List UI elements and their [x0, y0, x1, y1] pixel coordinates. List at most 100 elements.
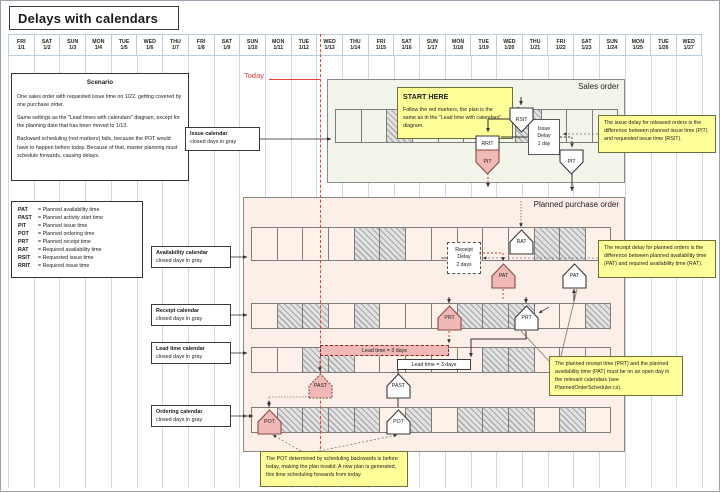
legend-abbr: PAT [18, 207, 28, 213]
issue-delay-box: Issue Delay 1 day [528, 119, 560, 155]
timeline-day-cell: SUN 1/24 [598, 34, 625, 56]
marker-rat: RAT [509, 229, 534, 255]
scenario-heading: Scenario [86, 79, 114, 86]
page-title-text: Delays with calendars [18, 10, 159, 26]
calendar-day-cell [302, 227, 329, 261]
marker-prt-white: PRT [514, 305, 539, 331]
lead-time-calendar-label-title: Lead time calendar [156, 346, 205, 352]
marker-rrit-label: RRIT [481, 140, 494, 147]
marker-past-white-label: PAST [391, 383, 406, 389]
today-label: Today [244, 71, 265, 80]
timeline-day-cell: SAT 1/16 [393, 34, 419, 56]
calendar-day-cell [276, 227, 303, 261]
timeline-day-cell: WED 1/27 [675, 34, 702, 56]
marker-rsit-label: RSIT [515, 117, 528, 123]
timeline-day-dow: FRI [556, 38, 566, 45]
timeline-day-cell: FRI 1/22 [547, 34, 574, 56]
lead-time-calendar-label: Lead time calendar closed days in gray [151, 342, 231, 364]
legend-description: = Planned availability time [38, 207, 100, 213]
timeline-day-cell: FRI 1/8 [187, 34, 214, 56]
timeline-day-date: 1/18 [452, 45, 464, 51]
timeline-day-dow: SAT [41, 38, 53, 45]
timeline-day-date: 1/15 [375, 45, 387, 51]
legend-row: PAST = Planned activity start time [18, 215, 136, 223]
timeline-day-dow: SUN [426, 38, 438, 45]
timeline-day-dow: MON [631, 38, 645, 45]
legend-row: POT = Planned ordering time [18, 231, 136, 239]
timeline-day-dow: FRI [376, 38, 386, 45]
timeline-day-cell: SUN 1/17 [419, 34, 445, 56]
marker-pat-white: PAT [562, 263, 587, 289]
scenario-paragraph-2: Same settings as the "Lead times with ca… [17, 115, 180, 130]
calendar-day-cell [456, 407, 483, 433]
page-title: Delays with calendars [9, 6, 179, 30]
timeline-day-date: 1/13 [324, 45, 335, 51]
availability-calendar-strip [251, 227, 611, 261]
legend-abbr: RSIT [18, 254, 31, 261]
timeline-day-dow: TUE [658, 38, 669, 45]
timeline-day-date: 1/1 [17, 45, 25, 51]
legend-abbr: RRIT [18, 262, 31, 269]
timeline-day-dow: THU [349, 38, 361, 45]
marker-past-white: PAST [386, 373, 411, 399]
calendar-day-cell [328, 303, 354, 329]
marker-pot-white-label: POT [393, 419, 404, 425]
timeline-day-cell: SUN 1/10 [239, 34, 265, 56]
timeline-day-cell: WED 1/6 [136, 34, 163, 56]
calendar-day-cell [584, 303, 611, 329]
marker-pot-red: POT [257, 409, 282, 435]
scenario-paragraph-1: One sales order with requested issue tim… [17, 93, 182, 108]
calendar-day-cell [482, 227, 508, 261]
legend-description: = Planned receipt time [38, 238, 91, 245]
timeline-day-dow: THU [169, 38, 181, 45]
timeline-day-dow: SAT [581, 38, 592, 45]
legend-row: RRIT = Required issue time [18, 263, 136, 271]
gridline [8, 56, 9, 488]
timeline-day-date: 1/22 [555, 45, 566, 51]
timeline-day-date: 1/24 [607, 45, 618, 51]
legend-box: PAT = Planned availability time PAST = Plan… [11, 201, 143, 278]
timeline-day-dow: SUN [67, 38, 79, 45]
timeline-day-date: 1/21 [530, 45, 541, 51]
calendar-day-cell [559, 303, 585, 329]
timeline-day-date: 1/2 [43, 45, 51, 51]
legend-description: = Planned issue time [38, 222, 88, 229]
timeline-day-cell: WED 1/20 [496, 34, 522, 56]
timeline-day-cell: MON 1/18 [444, 34, 471, 56]
scenario-box: Scenario One sales order with requested … [11, 73, 189, 181]
receipt-calendar-label-title: Receipt calendar [156, 308, 200, 314]
marker-past-red: PAST [308, 373, 333, 399]
timeline-day-cell: SAT 1/9 [213, 34, 240, 56]
timeline-day-dow: TUE [298, 38, 310, 45]
receipt-delay-callout: The receipt delay for planned orders is … [598, 240, 716, 278]
legend-row: RSIT = Requested issue time [18, 255, 136, 263]
calendar-day-cell [276, 347, 303, 373]
pot-invalid-callout: The POT determined by scheduling backwar… [260, 451, 408, 487]
marker-pat-red: PAT [491, 263, 516, 289]
ordering-calendar-label-title: Ordering calendar [156, 409, 203, 415]
timeline-day-cell: SUN 1/3 [59, 34, 86, 56]
calendar-day-cell [405, 303, 431, 329]
calendar-day-cell [379, 227, 406, 261]
timeline-day-cell: MON 1/11 [264, 34, 291, 56]
today-leader-line [269, 79, 321, 80]
ordering-calendar-strip [251, 407, 611, 433]
timeline-day-dow: THU [529, 38, 541, 45]
timeline-day-date: 1/6 [146, 45, 154, 51]
calendar-day-cell [482, 303, 508, 329]
calendar-day-cell [353, 303, 380, 329]
calendar-day-cell [276, 407, 303, 433]
marker-pit-red: PIT [475, 149, 500, 175]
timeline-day-cell: TUE 1/12 [290, 34, 317, 56]
receipt-calendar-strip [251, 303, 611, 329]
legend-abbr: PAST [18, 214, 32, 221]
calendar-day-cell [482, 347, 508, 373]
issue-calendar-label: Issue calendar closed days in gray [185, 127, 260, 151]
timeline-day-date: 1/19 [478, 45, 489, 51]
availability-calendar-label-title: Availability calendar [156, 250, 208, 256]
timeline-day-cell: MON 1/4 [85, 34, 111, 56]
timeline-day-cell: TUE 1/5 [110, 34, 137, 56]
marker-prt-red-label: PRT [444, 315, 455, 321]
timeline-day-cell: TUE 1/26 [650, 34, 676, 56]
marker-rsit: RSIT [509, 107, 534, 133]
